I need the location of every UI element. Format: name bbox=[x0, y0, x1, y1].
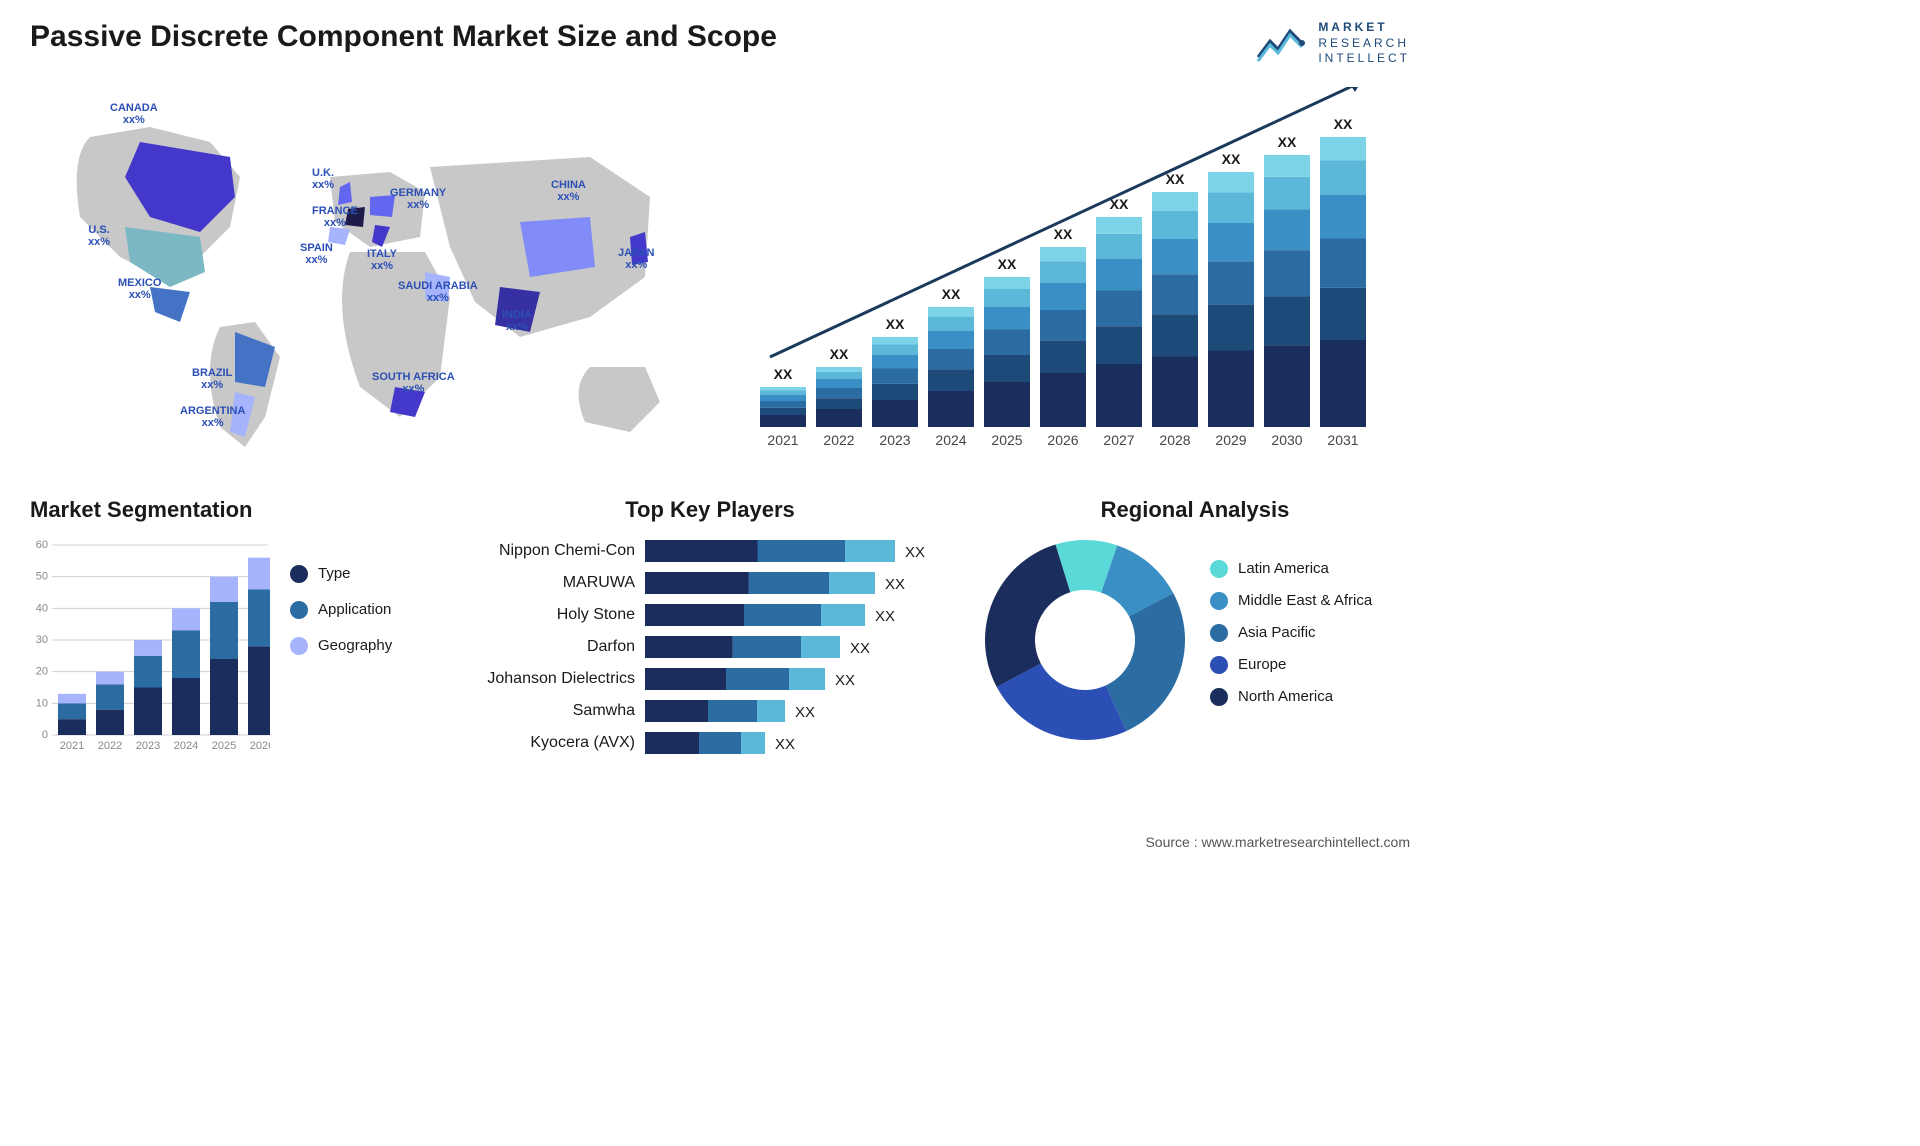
regional-legend: Latin America Middle East & Africa Asia Pa… bbox=[1210, 560, 1372, 720]
legend-item: Application bbox=[290, 601, 392, 619]
map-label: SAUDI ARABIAxx% bbox=[398, 280, 478, 304]
map-label: MEXICOxx% bbox=[118, 277, 161, 301]
regional-title: Regional Analysis bbox=[980, 497, 1410, 523]
map-label: SPAINxx% bbox=[300, 242, 333, 266]
legend-item: Europe bbox=[1210, 656, 1372, 674]
svg-text:2022: 2022 bbox=[98, 740, 122, 752]
svg-text:2021: 2021 bbox=[60, 740, 84, 752]
svg-text:2029: 2029 bbox=[1215, 432, 1246, 448]
svg-text:2022: 2022 bbox=[823, 432, 854, 448]
map-label: JAPANxx% bbox=[618, 247, 654, 271]
map-label: CANADAxx% bbox=[110, 102, 158, 126]
map-label: U.K.xx% bbox=[312, 167, 334, 191]
player-label: Holy Stone bbox=[465, 599, 635, 631]
svg-text:50: 50 bbox=[36, 570, 48, 582]
svg-text:XX: XX bbox=[850, 640, 870, 657]
svg-text:XX: XX bbox=[835, 672, 855, 689]
segmentation-chart: 0 10 20 30 40 50 60 2021 2022 2023 2024 2025 2026 bbox=[30, 535, 270, 755]
forecast-chart: XX 2021 XX 2022 XX 2023 XX 2024 XX 2025 XX 2026 XX 20… bbox=[740, 87, 1410, 467]
svg-text:30: 30 bbox=[36, 634, 48, 646]
map-label: GERMANYxx% bbox=[390, 187, 446, 211]
svg-text:XX: XX bbox=[886, 316, 905, 332]
svg-text:XX: XX bbox=[1334, 116, 1353, 132]
svg-text:XX: XX bbox=[774, 366, 793, 382]
svg-text:2028: 2028 bbox=[1159, 432, 1190, 448]
svg-text:XX: XX bbox=[1166, 171, 1185, 187]
player-label: Samwha bbox=[465, 695, 635, 727]
svg-text:10: 10 bbox=[36, 697, 48, 709]
players-chart: XXXXXXXXXXXXXX bbox=[645, 535, 955, 765]
map-label: U.S.xx% bbox=[88, 224, 110, 248]
svg-text:XX: XX bbox=[775, 736, 795, 753]
svg-text:XX: XX bbox=[942, 286, 961, 302]
legend-item: Middle East & Africa bbox=[1210, 592, 1372, 610]
svg-text:2026: 2026 bbox=[250, 740, 270, 752]
player-label: Kyocera (AVX) bbox=[465, 727, 635, 759]
segmentation-legend: Type Application Geography bbox=[290, 535, 392, 755]
svg-text:XX: XX bbox=[1278, 134, 1297, 150]
players-title: Top Key Players bbox=[465, 497, 955, 523]
svg-text:2030: 2030 bbox=[1271, 432, 1302, 448]
logo-line2: RESEARCH bbox=[1318, 36, 1410, 52]
map-label: CHINAxx% bbox=[551, 179, 586, 203]
svg-text:XX: XX bbox=[1222, 151, 1241, 167]
map-label: ITALYxx% bbox=[367, 248, 397, 272]
svg-text:XX: XX bbox=[998, 256, 1017, 272]
svg-text:XX: XX bbox=[885, 576, 905, 593]
svg-text:2023: 2023 bbox=[136, 740, 160, 752]
svg-text:2021: 2021 bbox=[767, 432, 798, 448]
legend-item: Asia Pacific bbox=[1210, 624, 1372, 642]
logo-line3: INTELLECT bbox=[1318, 51, 1410, 67]
regional-donut bbox=[980, 535, 1190, 745]
map-label: ARGENTINAxx% bbox=[180, 405, 245, 429]
players-labels: Nippon Chemi-ConMARUWAHoly StoneDarfonJo… bbox=[465, 535, 635, 765]
svg-text:2025: 2025 bbox=[212, 740, 236, 752]
svg-text:XX: XX bbox=[795, 704, 815, 721]
svg-text:2026: 2026 bbox=[1047, 432, 1078, 448]
svg-text:0: 0 bbox=[42, 729, 48, 741]
svg-text:XX: XX bbox=[905, 544, 925, 561]
legend-item: Type bbox=[290, 565, 392, 583]
svg-text:60: 60 bbox=[36, 539, 48, 551]
player-label: Darfon bbox=[465, 631, 635, 663]
logo-mark-icon bbox=[1254, 21, 1310, 65]
svg-text:XX: XX bbox=[1054, 226, 1073, 242]
svg-text:2024: 2024 bbox=[174, 740, 198, 752]
map-label: BRAZILxx% bbox=[192, 367, 232, 391]
svg-text:XX: XX bbox=[830, 346, 849, 362]
logo-line1: MARKET bbox=[1318, 20, 1410, 36]
map-label: INDIAxx% bbox=[502, 309, 532, 333]
legend-item: North America bbox=[1210, 688, 1372, 706]
svg-text:2023: 2023 bbox=[879, 432, 910, 448]
svg-text:40: 40 bbox=[36, 602, 48, 614]
map-label: FRANCExx% bbox=[312, 205, 358, 229]
svg-text:2025: 2025 bbox=[991, 432, 1022, 448]
svg-text:20: 20 bbox=[36, 665, 48, 677]
brand-logo: MARKET RESEARCH INTELLECT bbox=[1254, 20, 1410, 67]
svg-text:2027: 2027 bbox=[1103, 432, 1134, 448]
player-label: Johanson Dielectrics bbox=[465, 663, 635, 695]
svg-text:2024: 2024 bbox=[935, 432, 966, 448]
source-text: Source : www.marketresearchintellect.com bbox=[1145, 834, 1410, 850]
world-map-panel: CANADAxx% U.S.xx% MEXICOxx% BRAZILxx% ARGENT… bbox=[30, 87, 710, 467]
player-label: MARUWA bbox=[465, 567, 635, 599]
page-title: Passive Discrete Component Market Size a… bbox=[30, 20, 777, 54]
svg-text:XX: XX bbox=[875, 608, 895, 625]
segmentation-title: Market Segmentation bbox=[30, 497, 440, 523]
player-label: Nippon Chemi-Con bbox=[465, 535, 635, 567]
map-label: SOUTH AFRICAxx% bbox=[372, 371, 455, 395]
legend-item: Latin America bbox=[1210, 560, 1372, 578]
svg-text:2031: 2031 bbox=[1327, 432, 1358, 448]
legend-item: Geography bbox=[290, 637, 392, 655]
